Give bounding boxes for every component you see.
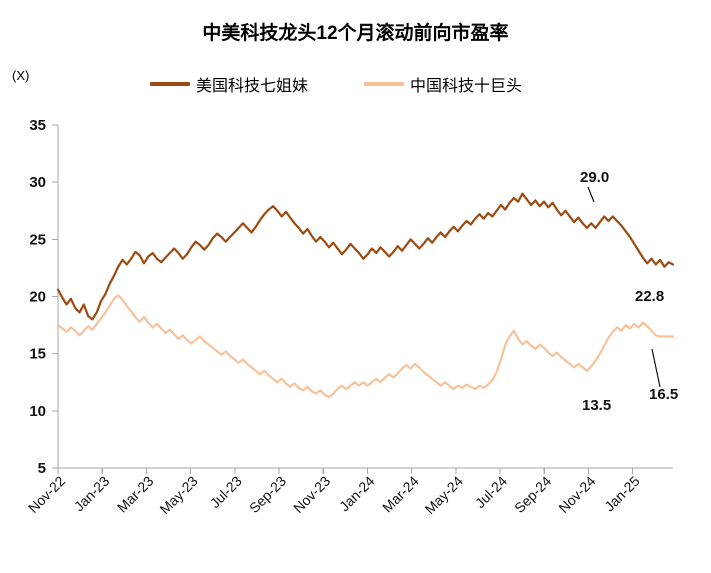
y-axis-tick-label: 35 [29,117,46,134]
chart-legend: 美国科技七姐妹 中国科技十巨头 [150,72,630,96]
y-axis-tick-label: 25 [29,231,46,248]
x-axis-tick-label: Nov-22 [25,473,68,516]
legend-item-china-tech[interactable]: 中国科技十巨头 [364,72,522,96]
annotation-16-5: 16.5 [649,386,679,403]
y-axis-tick-label: 20 [29,289,46,306]
y-axis-tick-label: 30 [29,174,46,191]
x-axis-tick-label: Jan-25 [601,473,643,515]
y-axis-tick-label: 15 [29,346,46,363]
legend-swatch-us-tech [150,82,190,86]
x-axis-tick-label: Nov-24 [555,473,598,516]
x-axis-tick-label: Jul-23 [207,473,245,511]
y-axis-unit-label: (X) [12,68,30,83]
x-axis-tick-label: Mar-24 [379,473,422,516]
x-axis-tick-label: Jan-23 [71,473,113,515]
annotation-13-5: 13.5 [582,397,612,414]
legend-label-china-tech: 中国科技十巨头 [410,78,523,95]
x-axis-tick-label: Mar-23 [114,473,157,516]
series-line-us-tech [56,192,675,321]
x-axis-tick-label: Sep-23 [246,473,289,516]
x-axis-tick-label: Jul-24 [472,473,510,511]
annotation-29-0: 29.0 [580,169,610,186]
y-axis-tick-label: 10 [29,403,46,420]
legend-swatch-china-tech [364,82,405,86]
x-axis-tick-label: Nov-23 [290,473,333,516]
chart-title: 中美科技龙头12个月滚动前向市盈率 [202,23,509,44]
x-axis-tick-label: May-24 [422,473,466,517]
legend-item-us-tech[interactable]: 美国科技七姐妹 [150,72,308,96]
legend-label-us-tech: 美国科技七姐妹 [196,78,309,95]
series-line-china-tech [56,294,675,399]
x-axis-tick-label: Jan-24 [336,473,378,515]
x-axis-tick-label: Sep-24 [511,473,554,516]
x-axis-tick-label: May-23 [156,473,200,517]
annotation-22-8: 22.8 [635,288,665,305]
y-axis-tick-label: 5 [38,460,46,477]
